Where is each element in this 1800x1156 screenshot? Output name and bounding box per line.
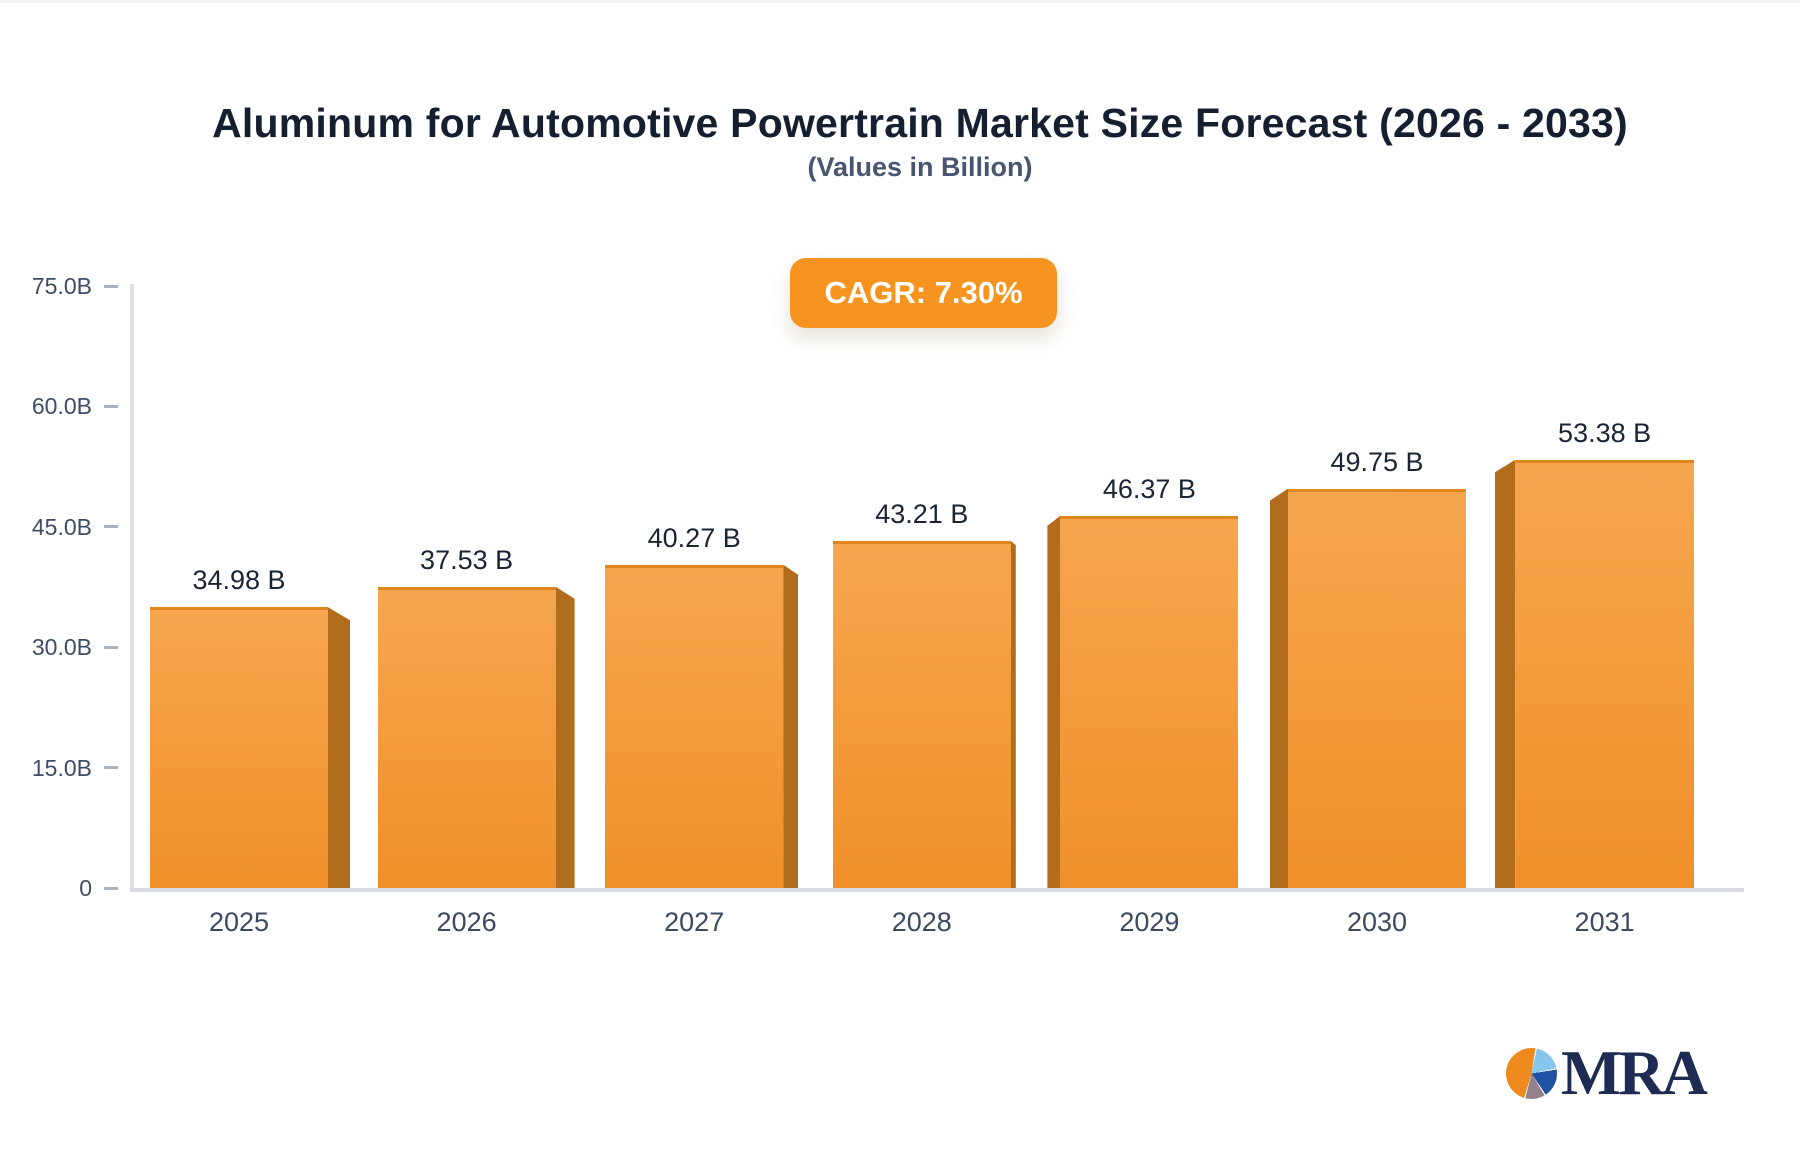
y-tick-mark (104, 645, 118, 649)
bar-value-label-2025: 34.98 B (192, 565, 286, 596)
bar-side-face-2030 (1270, 488, 1288, 888)
y-tick-label: 30.0B (31, 634, 92, 661)
x-axis-label-2031: 2031 (1574, 907, 1635, 937)
chart-title: Aluminum for Automotive Powertrain Marke… (212, 100, 1628, 146)
bar-value-label-2031: 53.38 B (1558, 417, 1652, 448)
bar-side-face-2025 (328, 607, 350, 888)
brand-logo: MRA (1506, 1035, 1708, 1111)
bar-value-label-2027: 40.27 B (647, 522, 741, 553)
bar-2029 (1060, 515, 1239, 888)
bar-value-label-2026: 37.53 B (420, 544, 514, 575)
brand-name: MRA (1561, 1037, 1708, 1108)
bar-side-face-2028 (1010, 541, 1016, 888)
y-tick-mark (104, 284, 118, 288)
cagr-badge: CAGR: 7.30% (790, 258, 1057, 328)
x-axis-label-2025: 2025 (208, 907, 270, 937)
bar-side-face-2031 (1494, 459, 1516, 888)
y-tick-label: 60.0B (31, 393, 92, 420)
y-tick-mark (104, 525, 118, 529)
y-tick-mark (104, 766, 118, 770)
bar-2030 (1288, 488, 1466, 888)
x-axis-label-2030: 2030 (1346, 907, 1408, 937)
bar-2028 (832, 541, 1011, 888)
bar-2027 (605, 564, 784, 888)
y-tick-mark (104, 404, 118, 408)
x-axis-label-2027: 2027 (664, 907, 725, 937)
bar-side-face-2026 (555, 586, 575, 888)
y-tick-label: 75.0B (31, 273, 92, 299)
bar-2031 (1515, 459, 1694, 888)
x-axis-baseline (130, 888, 1744, 892)
x-axis-label-2028: 2028 (891, 907, 952, 937)
y-tick-label: 15.0B (31, 754, 92, 781)
pie-chart-logo-icon (1506, 1047, 1557, 1099)
bar-side-face-2027 (783, 564, 799, 888)
y-tick-label: 45.0B (31, 513, 92, 540)
bar-2025 (150, 607, 328, 888)
x-axis-label-2029: 2029 (1119, 907, 1180, 937)
x-axis-label-2026: 2026 (436, 907, 497, 937)
chart-subtitle: (Values in Billion) (807, 152, 1033, 182)
y-tick-mark (104, 886, 118, 890)
bar-side-face-2029 (1047, 515, 1061, 888)
bar-2026 (377, 586, 556, 888)
bar-value-label-2028: 43.21 B (875, 499, 969, 530)
bar-value-label-2029: 46.37 B (1102, 473, 1196, 504)
y-axis-line (130, 284, 134, 892)
bar-value-label-2030: 49.75 B (1330, 446, 1424, 477)
y-tick-label: 0 (79, 875, 92, 901)
